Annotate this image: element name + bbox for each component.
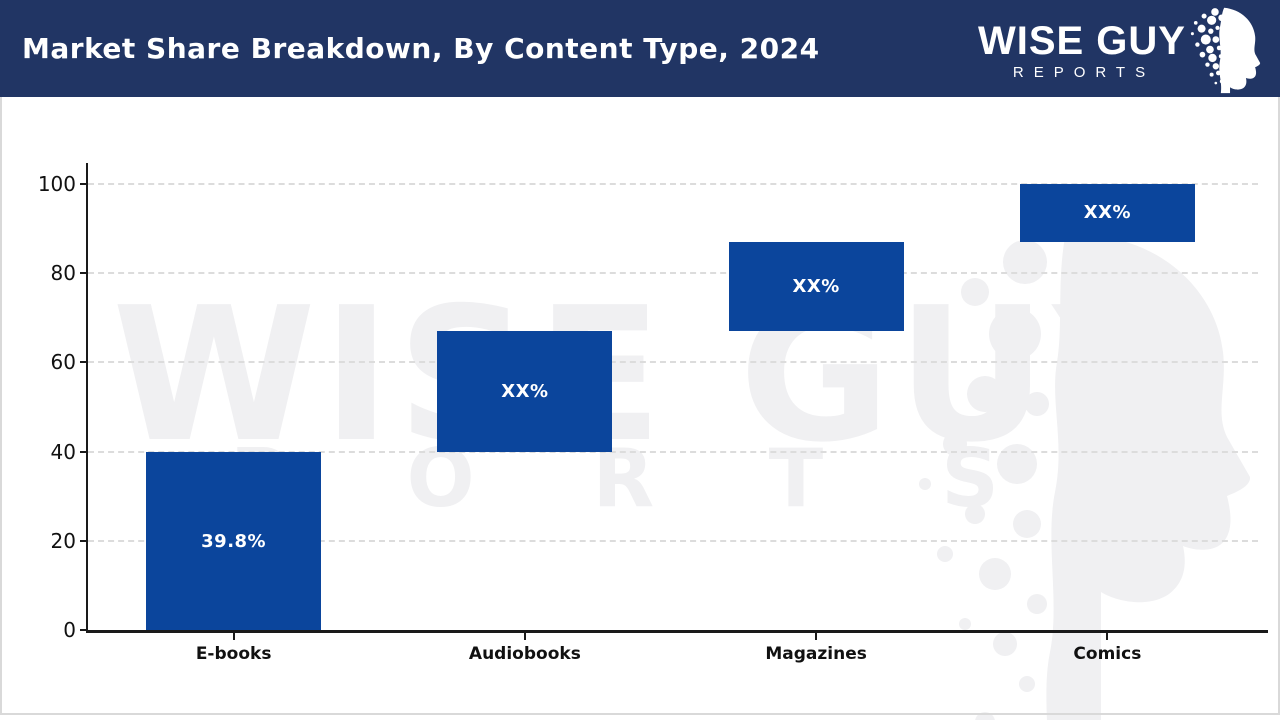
bar-value-label: XX% (1083, 202, 1132, 224)
logo-head-icon (1190, 7, 1261, 94)
plot-area: 0 20 40 60 80 100 39.8% E-books XX% Audiobooks XX%… (0, 97, 1280, 720)
bar-comics: XX% (1019, 184, 1195, 242)
y-tick-mark (80, 450, 88, 453)
x-category-label: Magazines (765, 644, 867, 664)
gridline (88, 539, 1258, 542)
bar-value-label: XX% (501, 380, 549, 402)
y-axis-line (86, 163, 88, 633)
chart-panel: WISE GUY PORTS 0 20 40 60 80 100 39.8% E-books X… (0, 97, 1280, 720)
y-tick-label: 80 (50, 261, 76, 286)
y-tick-label: 0 (63, 618, 76, 642)
x-axis-line (86, 630, 1268, 633)
gridline (88, 183, 1258, 185)
x-category-label: Comics (1073, 644, 1142, 664)
gridline (88, 450, 1258, 453)
logo-subtitle: REPORTS (1012, 63, 1156, 81)
bar-value-label: 39.8% (201, 530, 267, 552)
watermark-head-icon (917, 235, 1251, 720)
gridline (88, 361, 1258, 364)
x-tick-mark (1106, 630, 1109, 640)
x-tick-mark (232, 630, 235, 640)
y-tick-label: 40 (50, 439, 76, 464)
header-bar: Market Share Breakdown, By Content Type,… (0, 0, 1280, 97)
y-tick-mark (80, 629, 88, 631)
x-tick-mark (523, 630, 526, 640)
brand-logo: WISE GUY REPORTS (978, 4, 1266, 96)
x-tick-mark (815, 630, 818, 640)
y-tick-label: 60 (50, 350, 76, 375)
y-tick-label: 20 (50, 528, 76, 553)
bar-e-books: 39.8% (146, 452, 322, 630)
y-tick-mark (80, 361, 88, 364)
logo-wordmark: WISE GUY (977, 18, 1186, 63)
brand-logo-text: WISE GUY REPORTS (978, 21, 1186, 80)
x-category-label: E-books (195, 644, 272, 664)
bar-magazines: XX% (728, 241, 904, 332)
y-tick-mark (80, 183, 88, 185)
watermark-subtitle: PORTS (230, 432, 1117, 525)
bar-audiobooks: XX% (437, 331, 613, 452)
y-tick-mark (80, 272, 88, 275)
y-tick-label: 100 (37, 172, 76, 196)
y-tick-mark (80, 539, 88, 542)
watermark: WISE GUY PORTS (0, 97, 1280, 720)
chart-title: Market Share Breakdown, By Content Type,… (22, 32, 820, 65)
x-category-label: Audiobooks (468, 644, 581, 664)
bar-value-label: XX% (792, 276, 840, 298)
gridline (88, 272, 1258, 275)
